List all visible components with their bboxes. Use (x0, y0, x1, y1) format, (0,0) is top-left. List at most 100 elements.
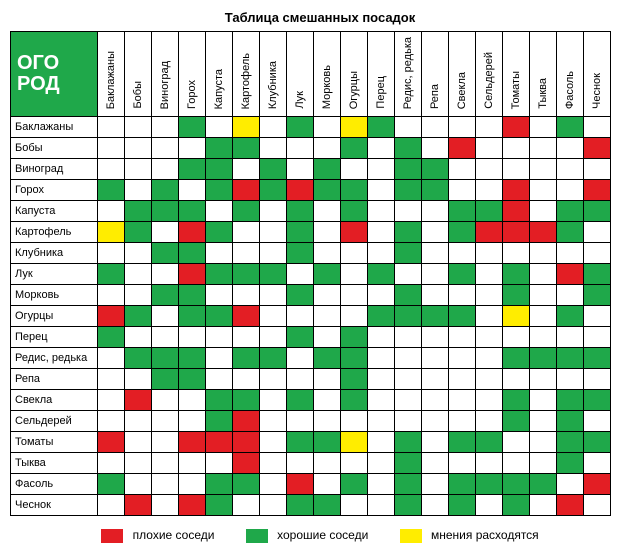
legend-good: хорошие соседи (246, 528, 369, 543)
cell (557, 222, 584, 243)
cell (287, 327, 314, 348)
legend-swatch-mixed (400, 529, 422, 543)
cell (503, 432, 530, 453)
cell (206, 138, 233, 159)
cell (287, 390, 314, 411)
cell (98, 327, 125, 348)
col-header: Репа (422, 32, 449, 117)
row-header: Морковь (11, 285, 98, 306)
cell (449, 138, 476, 159)
cell (314, 117, 341, 138)
cell (260, 117, 287, 138)
cell (584, 201, 611, 222)
cell (260, 390, 287, 411)
row-header: Горох (11, 180, 98, 201)
cell (233, 327, 260, 348)
col-header: Свекла (449, 32, 476, 117)
cell (584, 117, 611, 138)
cell (557, 201, 584, 222)
row-header: Бобы (11, 138, 98, 159)
row-header: Картофель (11, 222, 98, 243)
cell (179, 285, 206, 306)
row-header: Тыква (11, 453, 98, 474)
cell (395, 117, 422, 138)
cell (341, 306, 368, 327)
cell (368, 159, 395, 180)
cell (314, 306, 341, 327)
cell (503, 201, 530, 222)
cell (206, 390, 233, 411)
table-row: Морковь (11, 285, 611, 306)
cell (260, 285, 287, 306)
cell (557, 411, 584, 432)
cell (449, 159, 476, 180)
cell (341, 327, 368, 348)
cell (395, 264, 422, 285)
cell (368, 348, 395, 369)
cell (341, 180, 368, 201)
cell (98, 411, 125, 432)
cell (206, 369, 233, 390)
cell (152, 327, 179, 348)
cell (395, 411, 422, 432)
cell (422, 390, 449, 411)
cell (341, 390, 368, 411)
cell (395, 348, 422, 369)
cell (503, 306, 530, 327)
cell (125, 201, 152, 222)
cell (395, 432, 422, 453)
cell (557, 327, 584, 348)
cell (476, 327, 503, 348)
cell (584, 180, 611, 201)
col-header: Виноград (152, 32, 179, 117)
cell (287, 474, 314, 495)
cell (449, 264, 476, 285)
cell (530, 159, 557, 180)
table-row: Томаты (11, 432, 611, 453)
cell (503, 411, 530, 432)
cell (395, 453, 422, 474)
col-header: Бобы (125, 32, 152, 117)
cell (125, 474, 152, 495)
cell (530, 495, 557, 516)
cell (206, 411, 233, 432)
cell (233, 264, 260, 285)
cell (152, 390, 179, 411)
cell (584, 138, 611, 159)
col-header: Огурцы (341, 32, 368, 117)
cell (98, 117, 125, 138)
cell (422, 327, 449, 348)
cell (287, 495, 314, 516)
cell (287, 285, 314, 306)
col-header: Клубника (260, 32, 287, 117)
cell (233, 411, 260, 432)
cell (179, 243, 206, 264)
cell (233, 495, 260, 516)
cell (476, 495, 503, 516)
cell (368, 222, 395, 243)
row-header: Виноград (11, 159, 98, 180)
cell (476, 306, 503, 327)
cell (422, 369, 449, 390)
cell (314, 453, 341, 474)
cell (449, 411, 476, 432)
cell (206, 453, 233, 474)
cell (341, 369, 368, 390)
cell (179, 264, 206, 285)
cell (206, 285, 233, 306)
cell (368, 201, 395, 222)
cell (341, 117, 368, 138)
cell (125, 453, 152, 474)
cell (368, 264, 395, 285)
cell (260, 243, 287, 264)
cell (341, 201, 368, 222)
cell (179, 201, 206, 222)
cell (179, 159, 206, 180)
cell (314, 138, 341, 159)
cell (476, 369, 503, 390)
cell (341, 285, 368, 306)
cell (152, 264, 179, 285)
cell (530, 222, 557, 243)
cell (422, 306, 449, 327)
cell (584, 453, 611, 474)
